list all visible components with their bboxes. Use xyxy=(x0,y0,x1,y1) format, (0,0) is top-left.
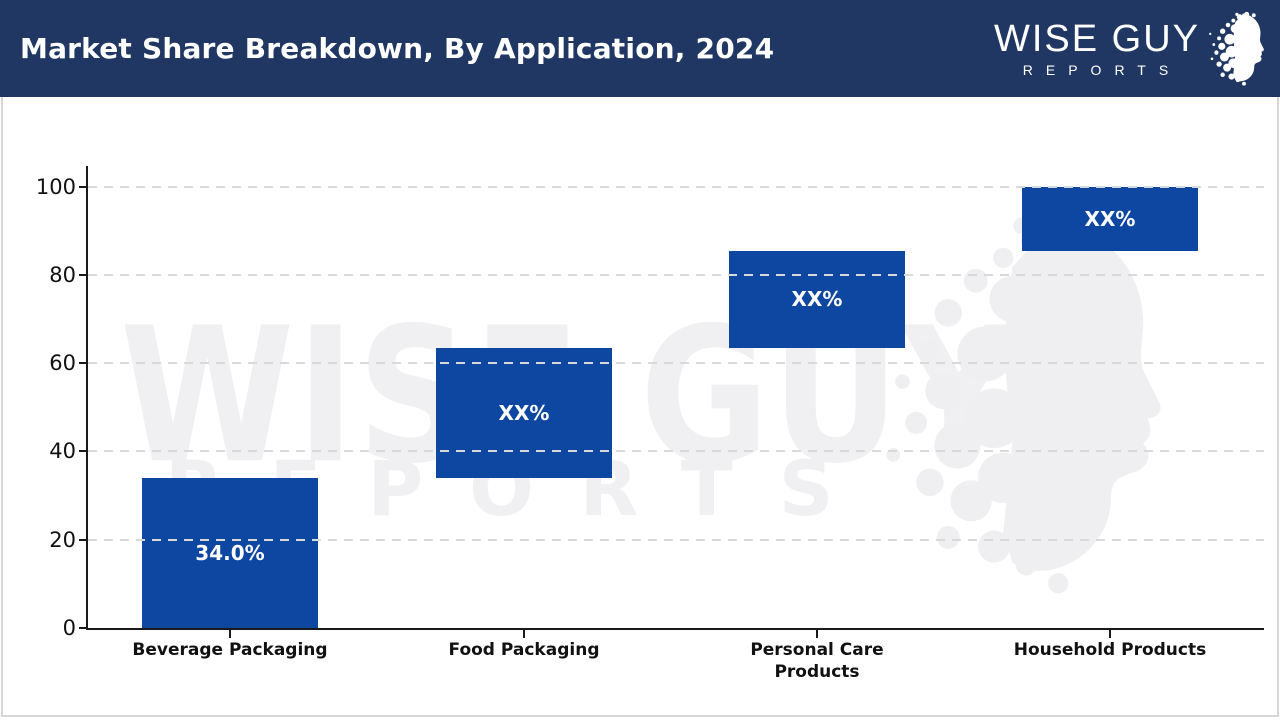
gridline-y-80 xyxy=(88,273,1264,276)
y-tick-label-0: 0 xyxy=(62,616,76,640)
bar-value-label-2: XX% xyxy=(498,400,550,425)
x-category-label-1: Beverage Packaging xyxy=(132,640,328,660)
bar-4 xyxy=(1022,186,1198,251)
y-tick-0 xyxy=(79,627,87,629)
y-tick-label-20: 20 xyxy=(49,527,76,552)
bar-3 xyxy=(729,250,905,348)
y-tick-100 xyxy=(79,185,87,188)
bar-value-label-1: 34.0% xyxy=(195,540,265,565)
brand-logo-text: WISE GUY REPORTS xyxy=(993,17,1200,79)
page-title: Market Share Breakdown, By Application, … xyxy=(20,32,775,65)
header-bar: Market Share Breakdown, By Application, … xyxy=(0,0,1280,97)
y-tick-60 xyxy=(79,362,87,365)
figure-border xyxy=(1,97,1279,717)
x-tick-3 xyxy=(816,630,818,638)
gridline-y-20 xyxy=(88,538,1264,541)
y-axis-spine xyxy=(86,166,88,630)
bar-value-label-3: XX% xyxy=(791,287,843,312)
gridline-y-100 xyxy=(88,185,1264,188)
x-category-label-3: Personal Care Products xyxy=(750,640,884,683)
gridline-y-40 xyxy=(88,450,1264,453)
y-tick-40 xyxy=(79,450,87,453)
y-tick-20 xyxy=(79,538,87,541)
y-tick-label-60: 60 xyxy=(49,351,76,376)
x-tick-2 xyxy=(523,630,525,638)
x-tick-1 xyxy=(229,630,231,638)
y-tick-label-40: 40 xyxy=(49,439,76,464)
x-axis-spine xyxy=(86,628,1264,630)
brand-logo: WISE GUY REPORTS xyxy=(994,6,1268,92)
x-tick-4 xyxy=(1109,630,1111,638)
gridline-y-60 xyxy=(88,362,1264,365)
y-tick-80 xyxy=(79,273,87,276)
x-category-label-4: Household Products xyxy=(1013,640,1207,660)
brand-head-icon xyxy=(1209,11,1264,86)
bar-2 xyxy=(436,347,612,478)
bar-1 xyxy=(142,477,318,628)
bar-value-label-4: XX% xyxy=(1084,206,1136,231)
y-tick-label-100: 100 xyxy=(35,174,76,199)
brand-logo-line2: REPORTS xyxy=(1022,62,1182,79)
watermark-head-dots-icon xyxy=(878,212,1161,594)
watermark-text-wiseguy: WISE GUY xyxy=(120,288,1019,506)
x-category-label-2: Food Packaging xyxy=(448,640,600,660)
brand-logo-line1: WISE GUY xyxy=(993,17,1200,60)
y-tick-label-80: 80 xyxy=(49,262,76,287)
watermark-text-reports: REPORTS xyxy=(165,444,880,533)
